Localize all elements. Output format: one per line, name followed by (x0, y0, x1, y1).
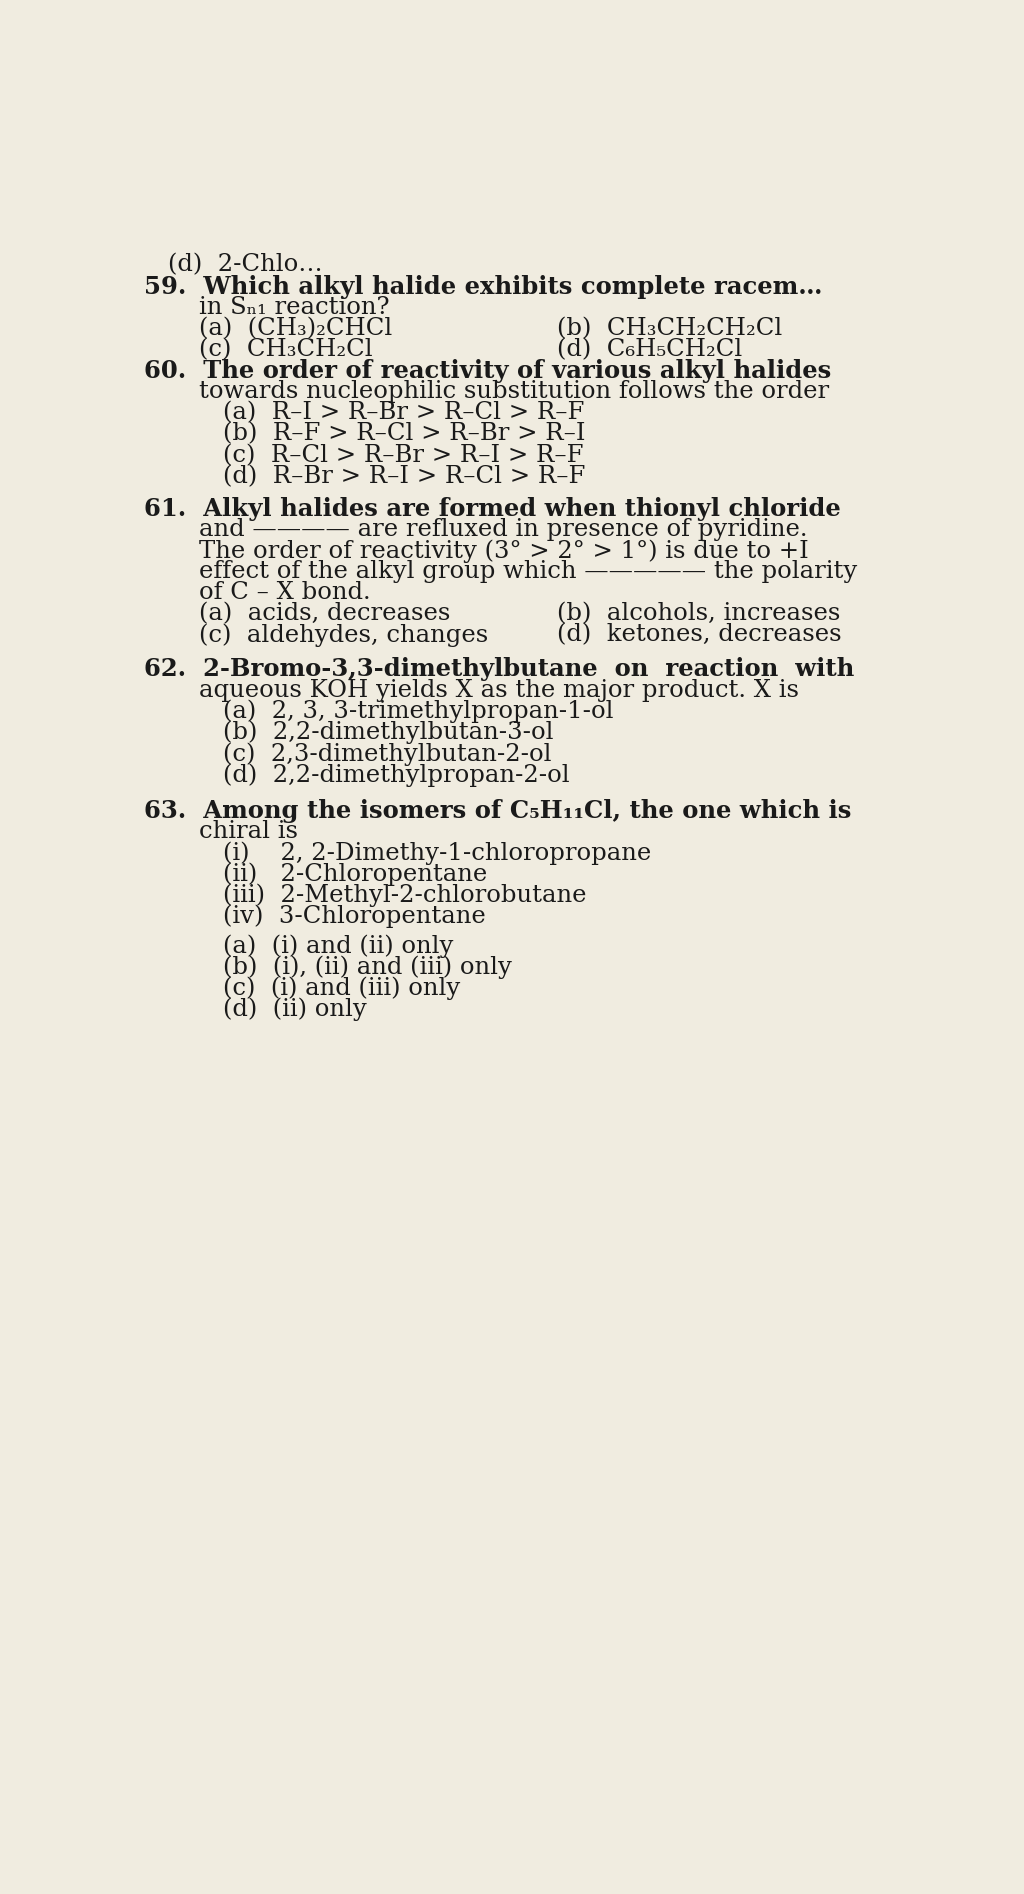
Text: (c)  aldehydes, changes: (c) aldehydes, changes (200, 623, 488, 648)
Text: (c)  (i) and (iii) only: (c) (i) and (iii) only (223, 977, 461, 1000)
Text: effect of the alkyl group which ————— the polarity: effect of the alkyl group which ————— th… (200, 561, 858, 583)
Text: (iv)  3-Chloropentane: (iv) 3-Chloropentane (223, 905, 486, 928)
Text: and ———— are refluxed in presence of pyridine.: and ———— are refluxed in presence of pyr… (200, 517, 808, 542)
Text: 62.  2-Bromo-3,3-dimethylbutane  on  reaction  with: 62. 2-Bromo-3,3-dimethylbutane on reacti… (143, 657, 854, 682)
Text: (c)  R–Cl > R–Br > R–I > R–F: (c) R–Cl > R–Br > R–I > R–F (223, 443, 584, 466)
Text: (a)  acids, decreases: (a) acids, decreases (200, 602, 451, 625)
Text: (a)  (CH₃)₂CHCl: (a) (CH₃)₂CHCl (200, 316, 392, 339)
Text: (d)  R–Br > R–I > R–Cl > R–F: (d) R–Br > R–I > R–Cl > R–F (223, 466, 586, 489)
Text: 60.  The order of reactivity of various alkyl halides: 60. The order of reactivity of various a… (143, 360, 831, 383)
Text: The order of reactivity (3° > 2° > 1°) is due to +I: The order of reactivity (3° > 2° > 1°) i… (200, 540, 809, 563)
Text: (d)  C₆H₅CH₂Cl: (d) C₆H₅CH₂Cl (557, 339, 741, 362)
Text: (ii)   2-Chloropentane: (ii) 2-Chloropentane (223, 862, 487, 886)
Text: (b)  R–F > R–Cl > R–Br > R–I: (b) R–F > R–Cl > R–Br > R–I (223, 422, 586, 445)
Text: (d)  2-Chlo…: (d) 2-Chlo… (168, 254, 323, 277)
Text: 63.  Among the isomers of C₅H₁₁Cl, the one which is: 63. Among the isomers of C₅H₁₁Cl, the on… (143, 799, 851, 824)
Text: (d)  ketones, decreases: (d) ketones, decreases (557, 623, 841, 646)
Text: (d)  (ii) only: (d) (ii) only (223, 998, 367, 1021)
Text: (c)  2,3-dimethylbutan-2-ol: (c) 2,3-dimethylbutan-2-ol (223, 742, 552, 765)
Text: in Sₙ₁ reaction?: in Sₙ₁ reaction? (200, 295, 390, 318)
Text: (a)  (i) and (ii) only: (a) (i) and (ii) only (223, 934, 454, 958)
Text: (b)  CH₃CH₂CH₂Cl: (b) CH₃CH₂CH₂Cl (557, 316, 781, 339)
Text: (i)    2, 2-Dimethy-1-chloropropane: (i) 2, 2-Dimethy-1-chloropropane (223, 841, 651, 866)
Text: (b)  alcohols, increases: (b) alcohols, increases (557, 602, 840, 625)
Text: (a)  R–I > R–Br > R–Cl > R–F: (a) R–I > R–Br > R–Cl > R–F (223, 402, 585, 424)
Text: 61.  Alkyl halides are formed when thionyl chloride: 61. Alkyl halides are formed when thiony… (143, 496, 841, 521)
Text: (b)  2,2-dimethylbutan-3-ol: (b) 2,2-dimethylbutan-3-ol (223, 722, 554, 744)
Text: (d)  2,2-dimethylpropan-2-ol: (d) 2,2-dimethylpropan-2-ol (223, 763, 570, 786)
Text: aqueous KOH yields X as the major product. X is: aqueous KOH yields X as the major produc… (200, 678, 800, 701)
Text: 59.  Which alkyl halide exhibits complete racem…: 59. Which alkyl halide exhibits complete… (143, 275, 822, 299)
Text: of C – X bond.: of C – X bond. (200, 581, 371, 604)
Text: (c)  CH₃CH₂Cl: (c) CH₃CH₂Cl (200, 339, 373, 362)
Text: (b)  (i), (ii) and (iii) only: (b) (i), (ii) and (iii) only (223, 956, 512, 979)
Text: (iii)  2-Methyl-2-chlorobutane: (iii) 2-Methyl-2-chlorobutane (223, 884, 587, 907)
Text: chiral is: chiral is (200, 820, 298, 843)
Text: towards nucleophilic substitution follows the order: towards nucleophilic substitution follow… (200, 381, 829, 403)
Text: (a)  2, 3, 3-trimethylpropan-1-ol: (a) 2, 3, 3-trimethylpropan-1-ol (223, 699, 613, 724)
